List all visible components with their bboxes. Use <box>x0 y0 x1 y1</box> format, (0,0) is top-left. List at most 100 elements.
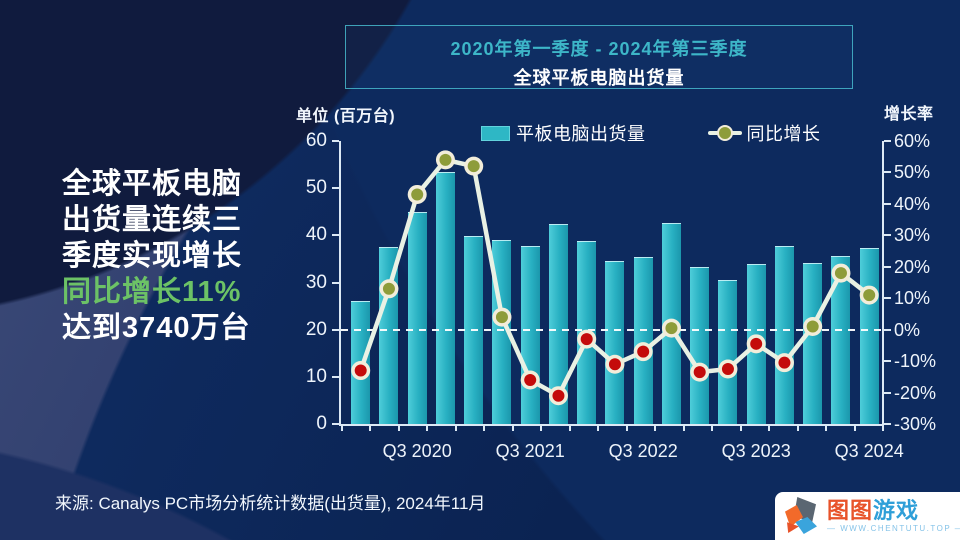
headline-growth-line: 同比增长11% <box>62 276 242 308</box>
x-axis-tick <box>426 426 429 431</box>
y-axis-tick-label: 10 <box>305 365 327 387</box>
legend-item-growth: 同比增长 <box>707 120 821 146</box>
bar-Q3-2024 <box>859 247 879 424</box>
legend-item-shipments: 平板电脑出货量 <box>481 120 646 146</box>
x-axis-tick <box>369 426 372 431</box>
y2-axis-tick <box>884 265 891 268</box>
bar-Q3-2020 <box>407 212 427 424</box>
x-axis-label: Q3 2022 <box>608 441 678 461</box>
bar-Q4-2021 <box>548 224 568 424</box>
headline-block: 全球平板电脑 出货量连续三 季度实现增长 同比增长11% 达到3740万台 <box>62 166 282 346</box>
bar-Q1-2020 <box>351 301 371 424</box>
y2-axis-tick <box>884 202 891 205</box>
x-axis-tick <box>768 426 771 431</box>
y2-axis-tick-label: 20% <box>894 256 931 277</box>
y-axis-tick <box>332 187 339 190</box>
bar-Q2-2022 <box>605 261 625 424</box>
y-axis-tick-label: 40 <box>305 224 327 246</box>
bar-Q3-2023 <box>746 264 766 424</box>
x-axis-tick <box>825 426 828 431</box>
bar-Q2-2023 <box>718 280 738 424</box>
y2-axis-tick <box>884 171 891 174</box>
x-axis-tick <box>511 426 514 431</box>
y-axis-tick-label: 60 <box>305 130 327 151</box>
chart-title: 全球平板电脑出货量 <box>513 68 685 88</box>
x-axis-tick <box>711 426 714 431</box>
y2-axis-tick-label: 10% <box>894 288 931 309</box>
bar-Q4-2020 <box>435 172 455 424</box>
headline-line-3: 季度实现增长 <box>62 240 243 272</box>
x-axis-label: Q3 2020 <box>382 441 452 461</box>
x-axis-label: Q3 2024 <box>834 441 904 461</box>
x-axis-tick <box>882 426 884 431</box>
x-axis-line <box>339 424 884 426</box>
zero-growth-gridline <box>341 328 882 331</box>
y-axis-tick <box>332 328 339 331</box>
y-axis-tick <box>332 140 339 142</box>
watermark-box: 图图游戏 — WWW.CHENTUTU.TOP — <box>775 492 960 540</box>
watermark-text: 图图游戏 — WWW.CHENTUTU.TOP — <box>827 498 960 534</box>
x-axis-tick <box>397 426 400 431</box>
x-axis-tick <box>540 426 543 431</box>
x-axis-tick <box>739 426 742 431</box>
x-axis-tick <box>625 426 628 431</box>
x-axis-tick <box>341 426 343 431</box>
y2-axis-title: 增长率 <box>884 106 934 123</box>
y-axis-line <box>339 141 341 426</box>
y2-axis-line <box>882 141 884 426</box>
x-axis-tick <box>597 426 600 431</box>
x-axis-label: Q3 2021 <box>495 441 565 461</box>
bar-Q1-2022 <box>577 240 597 424</box>
title-box: 2020年第一季度 - 2024年第三季度 全球平板电脑出货量 <box>345 25 853 89</box>
y2-axis-tick <box>884 234 891 237</box>
bar-swatch-icon <box>481 125 510 141</box>
bar-Q3-2021 <box>520 246 540 424</box>
x-axis-tick <box>454 426 457 431</box>
headline-line-1: 全球平板电脑 <box>62 168 243 200</box>
y2-axis-tick-label: 0% <box>894 319 921 340</box>
x-axis-tick <box>568 426 571 431</box>
y-axis-tick <box>332 281 339 284</box>
line-marker-icon <box>707 124 742 142</box>
y2-axis-tick <box>884 360 891 363</box>
legend: 平板电脑出货量 同比增长 <box>481 120 821 146</box>
y2-axis-tick-label: -10% <box>894 351 937 372</box>
x-axis-tick <box>853 426 856 431</box>
watermark-logo-icon <box>785 497 821 535</box>
source-text: 来源: Canalys PC市场分析统计数据(出货量), 2024年11月 <box>55 494 486 513</box>
y2-axis-tick-label: 50% <box>894 162 931 183</box>
x-axis-tick <box>796 426 799 431</box>
y-axis-tick <box>332 234 339 237</box>
watermark-brand: 图图游戏 <box>827 498 920 523</box>
y-axis-tick-label: 30 <box>305 271 327 293</box>
y2-axis-tick-label: 30% <box>894 225 931 246</box>
x-axis-label: Q3 2023 <box>721 441 791 461</box>
legend-line-label: 同比增长 <box>746 124 821 144</box>
y2-axis-tick <box>884 328 891 331</box>
bar-Q2-2021 <box>492 239 512 424</box>
y-axis-tick-label: 50 <box>305 177 327 199</box>
y-axis-tick-label: 20 <box>305 318 327 340</box>
bar-Q3-2022 <box>633 257 653 424</box>
y2-axis-tick-label: -30% <box>894 414 937 434</box>
bar-Q1-2024 <box>803 263 823 424</box>
bar-Q1-2023 <box>690 267 710 424</box>
y-axis-tick-label: 0 <box>316 413 327 434</box>
y-axis-tick <box>332 375 339 378</box>
legend-bar-label: 平板电脑出货量 <box>516 124 646 144</box>
x-axis-tick <box>654 426 657 431</box>
y2-axis-tick <box>884 391 891 394</box>
headline-line-2: 出货量连续三 <box>62 204 243 236</box>
y2-axis-tick <box>884 423 891 425</box>
y2-axis-tick <box>884 140 891 142</box>
y-axis-tick <box>332 423 339 425</box>
y-axis-title: 单位 (百万台) <box>296 108 396 125</box>
bar-Q2-2020 <box>379 247 399 424</box>
x-axis-tick <box>682 426 685 431</box>
chart-subtitle: 2020年第一季度 - 2024年第三季度 <box>450 39 748 59</box>
y2-axis-tick-label: -20% <box>894 382 937 403</box>
y2-axis-tick <box>884 297 891 300</box>
bar-Q4-2022 <box>661 223 681 424</box>
headline-value-line: 达到3740万台 <box>62 312 251 344</box>
